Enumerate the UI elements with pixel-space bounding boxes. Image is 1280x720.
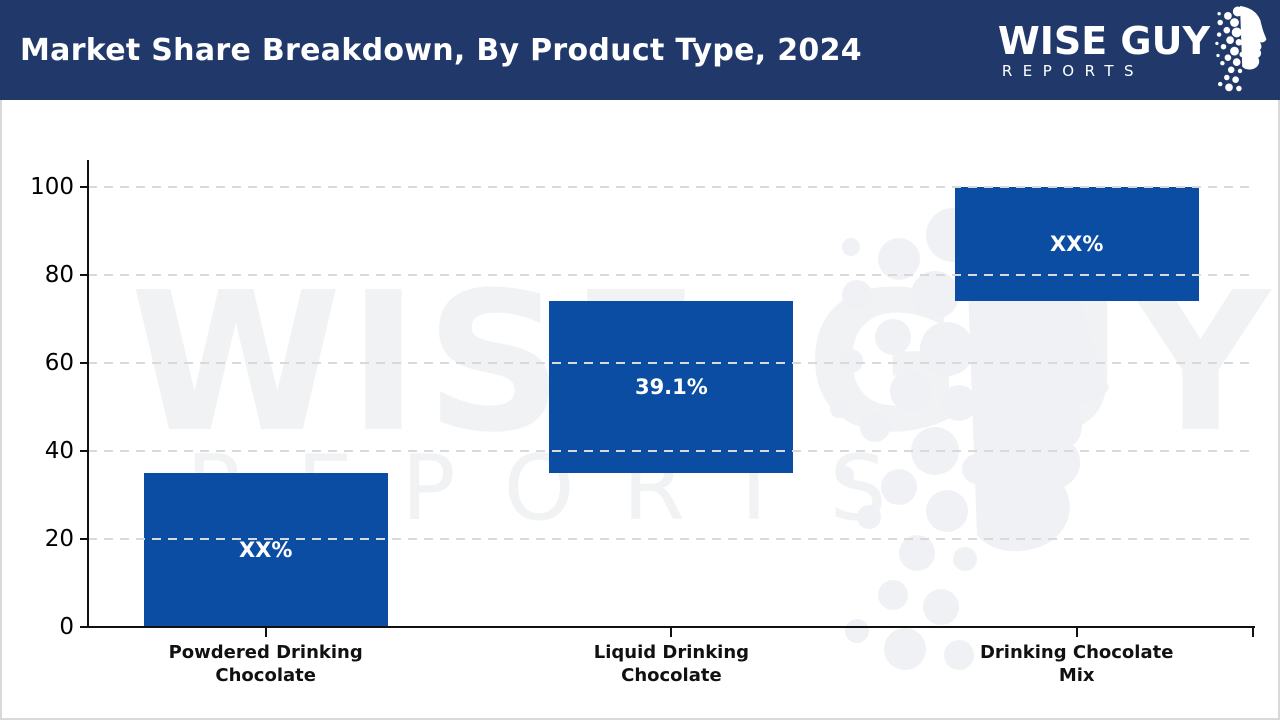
y-tick-label: 100: [30, 174, 74, 200]
y-tick-label: 60: [44, 350, 74, 376]
x-axis-line: [87, 626, 1255, 628]
y-tick-label: 20: [44, 526, 74, 552]
wiseguy-logo-text: WISE GUY REPORTS: [998, 22, 1210, 79]
y-tick: [80, 274, 88, 276]
logo-wordmark: WISE GUY: [997, 18, 1210, 63]
bar-segment: [954, 187, 1199, 302]
y-tick-label: 0: [59, 614, 74, 640]
x-tick: [264, 628, 267, 637]
y-tick-label: 80: [44, 262, 74, 288]
y-axis-line: [87, 160, 89, 628]
category-label: Liquid Drinking Chocolate: [593, 642, 750, 686]
bar-value-label: 39.1%: [634, 375, 708, 400]
y-tick: [80, 186, 88, 188]
x-tick: [670, 628, 673, 637]
y-tick: [80, 362, 88, 364]
header: Market Share Breakdown, By Product Type,…: [0, 0, 1280, 100]
bar-value-label: XX%: [238, 538, 293, 563]
y-tick: [80, 626, 88, 628]
x-tick: [1075, 628, 1078, 637]
bar-segment: [549, 301, 794, 474]
x-tick: [1252, 628, 1254, 637]
gridline: [88, 274, 1254, 276]
y-tick-label: 40: [44, 438, 74, 464]
wiseguy-head-icon: [1212, 6, 1268, 94]
bar-value-label: XX%: [1049, 232, 1104, 257]
gridline: [88, 538, 1254, 540]
y-tick: [80, 450, 88, 452]
gridline: [88, 362, 1254, 364]
page-title: Market Share Breakdown, By Product Type,…: [20, 32, 862, 68]
wiseguy-logo: WISE GUY REPORTS: [998, 0, 1268, 100]
y-tick: [80, 538, 88, 540]
logo-reports-text: REPORTS: [1001, 61, 1145, 80]
gridline: [88, 450, 1254, 452]
category-label: Powdered Drinking Chocolate: [168, 642, 363, 686]
gridline: [88, 186, 1254, 188]
category-label: Drinking Chocolate Mix: [979, 642, 1174, 686]
bar-segment: [143, 473, 388, 627]
